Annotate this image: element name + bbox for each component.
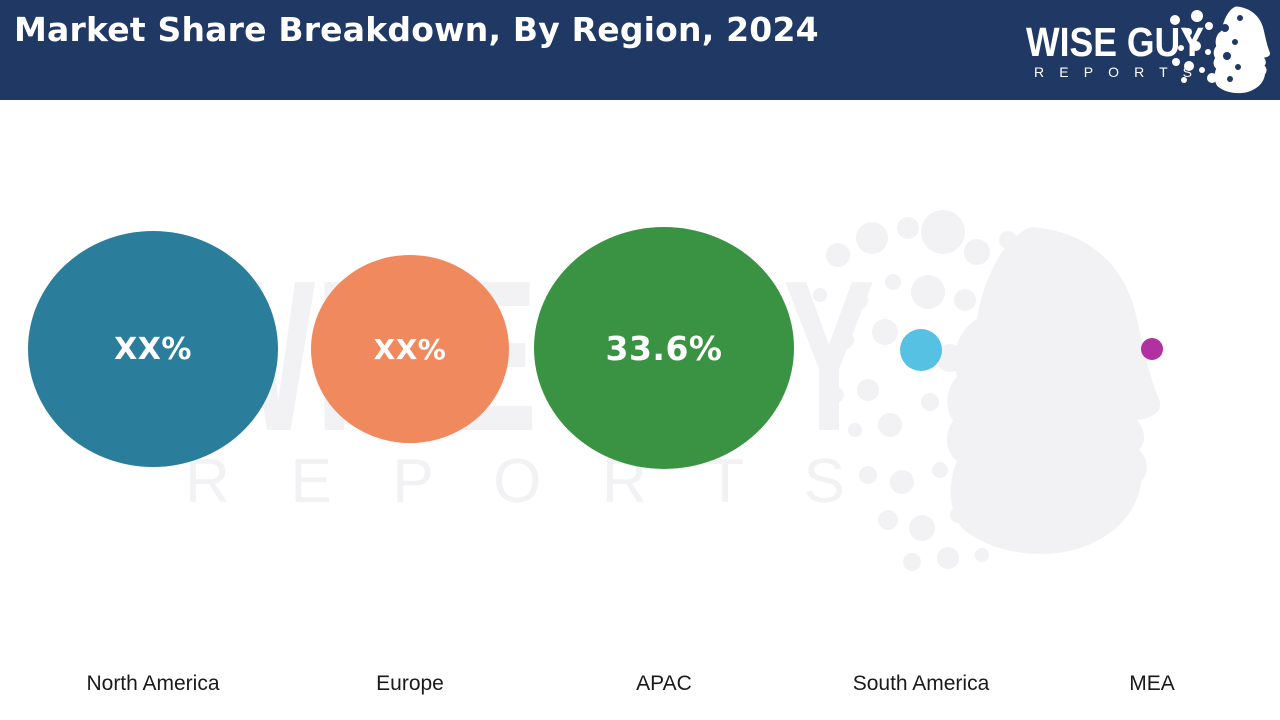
bubble-south-america — [900, 329, 942, 371]
bubble-value-north-america: XX% — [114, 331, 192, 367]
category-label-mea: MEA — [1129, 672, 1175, 695]
category-label-apac: APAC — [636, 672, 692, 695]
logo-tagline: R E P O R T S — [1034, 64, 1192, 80]
bubble-north-america: XX% — [28, 231, 278, 467]
page-title: Market Share Breakdown, By Region, 2024 — [14, 10, 819, 49]
bubble-value-europe: XX% — [373, 332, 447, 366]
watermark-tagline: R E P O R T S — [185, 447, 845, 516]
logo-head-inner-dots — [1221, 15, 1243, 82]
category-label-europe: Europe — [376, 672, 444, 695]
category-label-south-america: South America — [852, 672, 990, 695]
category-label-north-america: North America — [86, 672, 220, 695]
bubble-europe: XX% — [311, 255, 509, 443]
logo-head-icon — [1170, 6, 1271, 94]
bubble-mea — [1141, 338, 1163, 360]
bubble-value-apac: 33.6% — [605, 328, 723, 368]
header-band: Market Share Breakdown, By Region, 2024 … — [0, 0, 1280, 100]
logo-wordmark: WISE GUY — [1026, 19, 1204, 65]
bubble-apac: 33.6% — [534, 227, 794, 469]
watermark-head-silhouette — [813, 210, 1161, 571]
wise-guy-reports-logo: WISE GUY R E P O R T S — [1026, 6, 1271, 94]
